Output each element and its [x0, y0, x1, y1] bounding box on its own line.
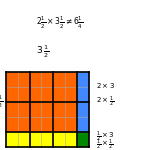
Text: $2\,\frac{1}{2}$: $2\,\frac{1}{2}$ [0, 94, 3, 110]
Bar [6, 72, 77, 132]
Bar [77, 132, 88, 147]
Bar [77, 72, 88, 132]
Text: $2 \times \frac{1}{2}$: $2 \times \frac{1}{2}$ [96, 95, 114, 109]
Text: $\frac{1}{2} \times \frac{1}{2}$: $\frac{1}{2} \times \frac{1}{2}$ [96, 138, 114, 150]
Text: $3\,\frac{1}{2}$: $3\,\frac{1}{2}$ [36, 43, 49, 60]
Text: $\frac{1}{2} \times 3$: $\frac{1}{2} \times 3$ [96, 130, 114, 144]
Text: $2 \times 3$: $2 \times 3$ [96, 81, 115, 90]
Text: $2\frac{1}{2} \times 3\frac{1}{2} \neq 6\frac{1}{4}$: $2\frac{1}{2} \times 3\frac{1}{2} \neq 6… [36, 15, 84, 31]
Bar [6, 132, 77, 147]
